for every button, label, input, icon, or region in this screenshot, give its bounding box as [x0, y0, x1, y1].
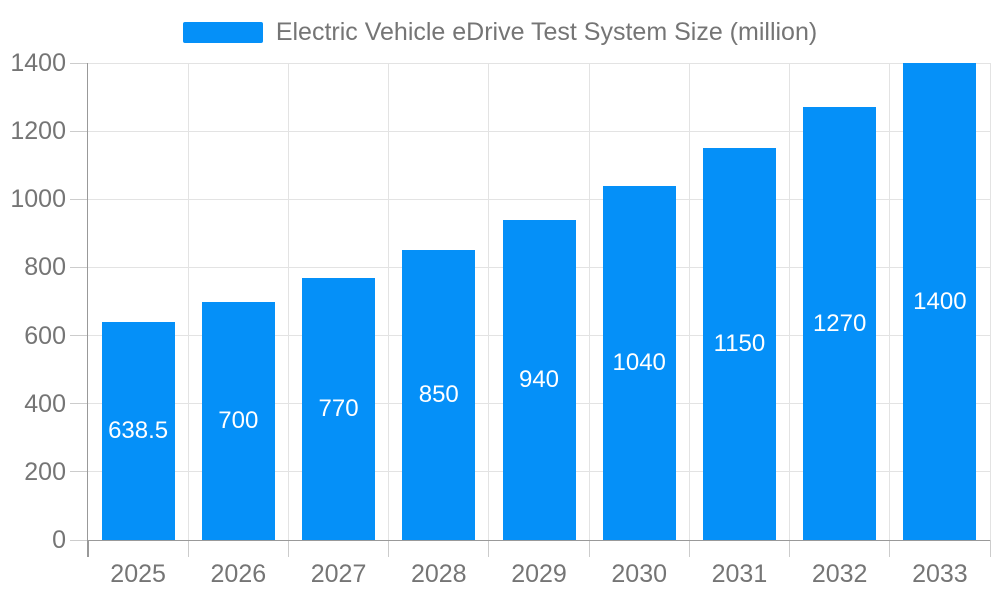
bar-2025[interactable] — [101, 322, 175, 540]
x-axis-tick — [87, 540, 89, 557]
x-axis-tick-label: 2027 — [310, 560, 367, 588]
bar-value-label: 1270 — [812, 309, 867, 337]
bar-2033[interactable] — [903, 63, 977, 540]
bar-2032[interactable] — [803, 107, 877, 540]
bar-2030[interactable] — [602, 185, 676, 540]
x-gridline — [588, 63, 590, 540]
y-gridline — [88, 198, 990, 200]
bar-value-label: 770 — [318, 394, 359, 422]
y-axis-tick-label: 1200 — [10, 117, 66, 146]
x-axis-tick-label: 2026 — [210, 560, 267, 588]
y-axis-tick-label: 1000 — [10, 185, 66, 214]
x-axis-tick-label: 2029 — [511, 560, 567, 588]
y-axis-tick — [70, 471, 88, 473]
x-gridline — [187, 63, 189, 540]
x-axis-tick — [187, 540, 189, 557]
x-axis-tick — [287, 540, 289, 557]
x-gridline — [287, 63, 289, 540]
y-axis-tick — [70, 198, 88, 200]
x-gridline — [889, 63, 891, 540]
y-axis-line — [87, 63, 88, 557]
bar-2031[interactable] — [702, 148, 776, 540]
x-axis-tick-label: 2031 — [711, 560, 768, 588]
chart-legend[interactable]: Electric Vehicle eDrive Test System Size… — [0, 14, 1000, 50]
x-axis-tick-label: 2033 — [912, 560, 968, 588]
legend-swatch-icon[interactable] — [182, 21, 263, 43]
x-gridline — [789, 63, 791, 540]
x-axis-tick — [789, 540, 791, 557]
y-axis-tick-label: 400 — [24, 389, 66, 418]
bar-value-label: 1150 — [713, 330, 766, 358]
x-axis-line — [87, 540, 990, 541]
y-axis-tick-label: 800 — [24, 253, 66, 282]
legend-label[interactable]: Electric Vehicle eDrive Test System Size… — [275, 17, 818, 46]
y-axis-tick — [70, 335, 88, 337]
y-axis-tick — [70, 403, 88, 405]
x-gridline — [388, 63, 390, 540]
bar-value-label: 700 — [218, 406, 259, 434]
x-gridline — [488, 63, 490, 540]
x-axis-tick — [688, 540, 690, 557]
bar-2028[interactable] — [402, 250, 476, 540]
x-axis-tick-label: 2030 — [611, 560, 668, 588]
y-axis-tick — [70, 62, 88, 64]
x-axis-tick-label: 2025 — [110, 560, 166, 588]
bar-value-label: 850 — [418, 381, 459, 409]
x-gridline — [989, 63, 991, 540]
bar-2027[interactable] — [302, 277, 376, 540]
y-axis-tick-label: 200 — [24, 457, 66, 486]
x-axis-tick-label: 2028 — [410, 560, 467, 588]
x-axis-tick-label: 2032 — [811, 560, 868, 588]
x-axis-tick — [488, 540, 490, 557]
bar-2026[interactable] — [201, 301, 275, 540]
x-axis-tick — [889, 540, 891, 557]
bar-2029[interactable] — [502, 219, 576, 540]
y-gridline — [88, 130, 990, 132]
bar-value-label: 940 — [518, 365, 560, 393]
bar-value-label: 1400 — [913, 287, 967, 315]
y-gridline — [88, 62, 990, 64]
y-axis-tick-label: 600 — [24, 321, 66, 350]
x-axis-tick — [989, 540, 991, 557]
y-axis-tick — [70, 266, 88, 268]
y-axis-tick-label: 0 — [52, 526, 66, 554]
x-gridline — [688, 63, 690, 540]
y-axis-tick — [70, 539, 88, 541]
y-axis-tick-label: 1400 — [10, 49, 66, 77]
y-axis-tick — [70, 130, 88, 132]
bar-value-label: 638.5 — [108, 417, 169, 445]
bar-value-label: 1040 — [612, 348, 666, 376]
x-axis-tick — [388, 540, 390, 557]
x-axis-tick — [588, 540, 590, 557]
